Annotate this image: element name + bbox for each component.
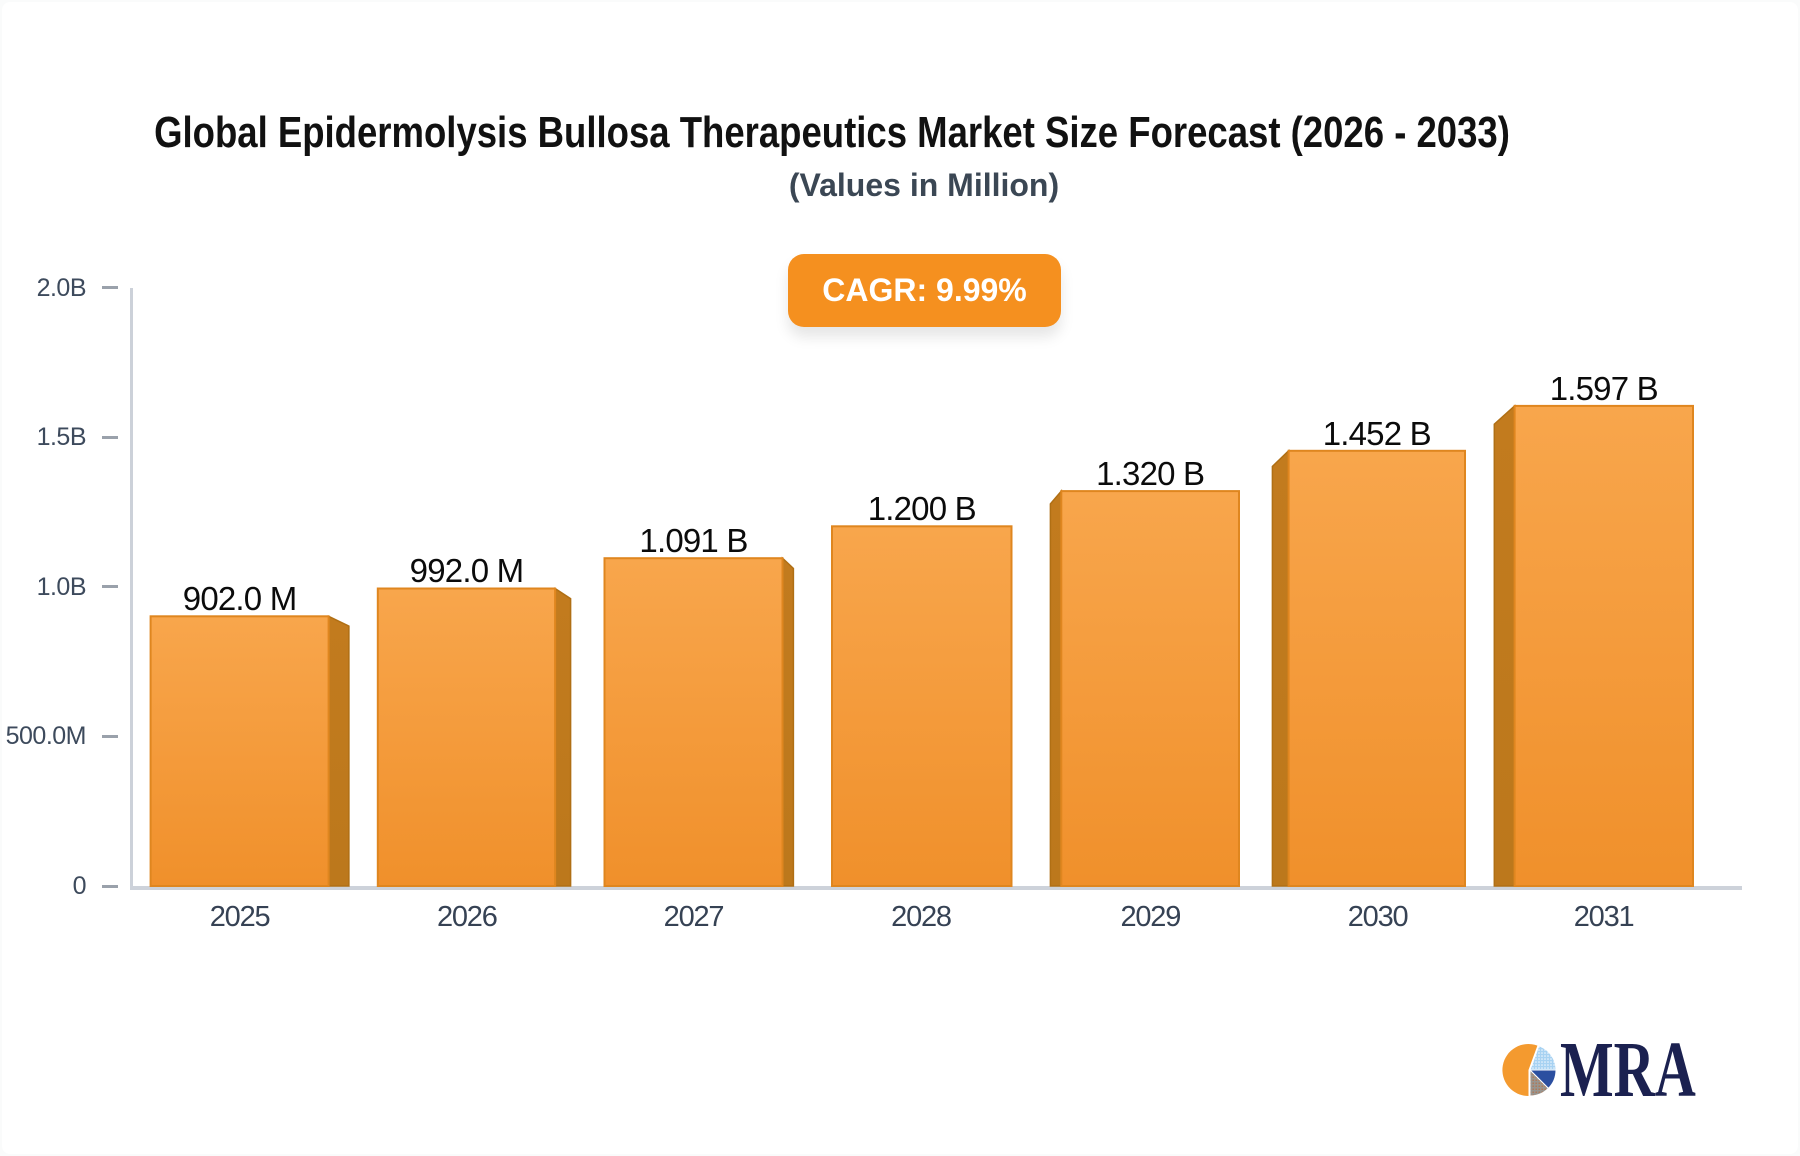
svg-text:MRA: MRA bbox=[1560, 1040, 1696, 1104]
